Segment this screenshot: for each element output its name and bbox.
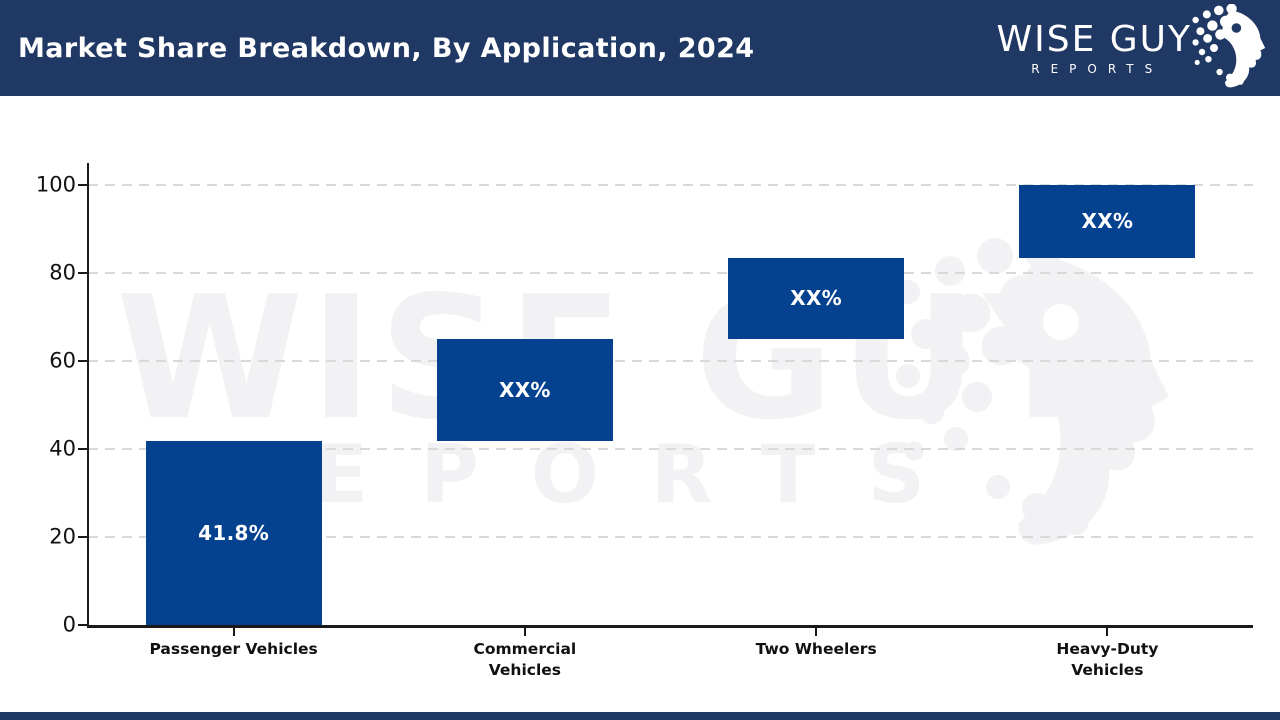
x-category-label-line: Two Wheelers [755, 640, 877, 658]
header: Market Share Breakdown, By Application, … [0, 0, 1280, 96]
x-category-label: Heavy-Duty Vehicles [987, 639, 1227, 681]
gridline [88, 184, 1253, 186]
y-tick-mark [78, 184, 88, 186]
bar-value-label: XX% [790, 286, 843, 311]
y-tick-label: 60 [49, 348, 76, 373]
y-tick-mark [78, 624, 88, 626]
y-tick-label: 0 [62, 612, 76, 637]
footer-bar [0, 712, 1280, 720]
bar-value-label: 41.8% [198, 521, 270, 546]
bar-value-label: XX% [498, 378, 551, 403]
y-tick-mark [78, 360, 88, 362]
x-category-label-line: Vehicles [1071, 661, 1144, 679]
x-category-label-line: Vehicles [488, 661, 561, 679]
x-axis-line [87, 625, 1253, 628]
logo-text: WISE GUY REPORTS [996, 18, 1193, 76]
y-tick-label: 100 [35, 172, 76, 197]
x-tick-mark [815, 628, 818, 636]
bar: XX% [1019, 185, 1196, 258]
logo-face-icon [1192, 4, 1266, 88]
y-tick-mark [78, 536, 88, 538]
x-category-label: Two Wheelers [696, 639, 936, 660]
y-axis-line [87, 163, 89, 627]
x-category-label-line: Passenger Vehicles [149, 640, 318, 658]
gridline [88, 536, 1253, 538]
gridline [88, 360, 1253, 362]
x-tick-mark [523, 628, 526, 636]
bar: XX% [436, 339, 613, 442]
wise-guy-logo: WISE GUY REPORTS [997, 4, 1267, 92]
logo-wordmark: WISE GUY [996, 18, 1192, 60]
x-category-label: Passenger Vehicles [114, 639, 354, 660]
y-tick-mark [78, 272, 88, 274]
y-tick-label: 40 [49, 436, 76, 461]
x-category-label-line: Commercial [473, 640, 577, 658]
y-tick-label: 20 [49, 524, 76, 549]
x-tick-mark [232, 628, 235, 636]
bar: 41.8% [145, 441, 322, 625]
bar: XX% [728, 257, 905, 339]
gridline [88, 272, 1253, 274]
bar-value-label: XX% [1081, 209, 1134, 234]
y-tick-label: 80 [49, 260, 76, 285]
x-category-label-line: Heavy-Duty [1056, 640, 1159, 658]
x-category-label: Commercial Vehicles [405, 639, 645, 681]
x-tick-mark [1106, 628, 1109, 636]
page-title: Market Share Breakdown, By Application, … [18, 32, 755, 64]
y-tick-mark [78, 448, 88, 450]
logo-subtext: REPORTS [1031, 61, 1164, 76]
gridline [88, 448, 1253, 450]
